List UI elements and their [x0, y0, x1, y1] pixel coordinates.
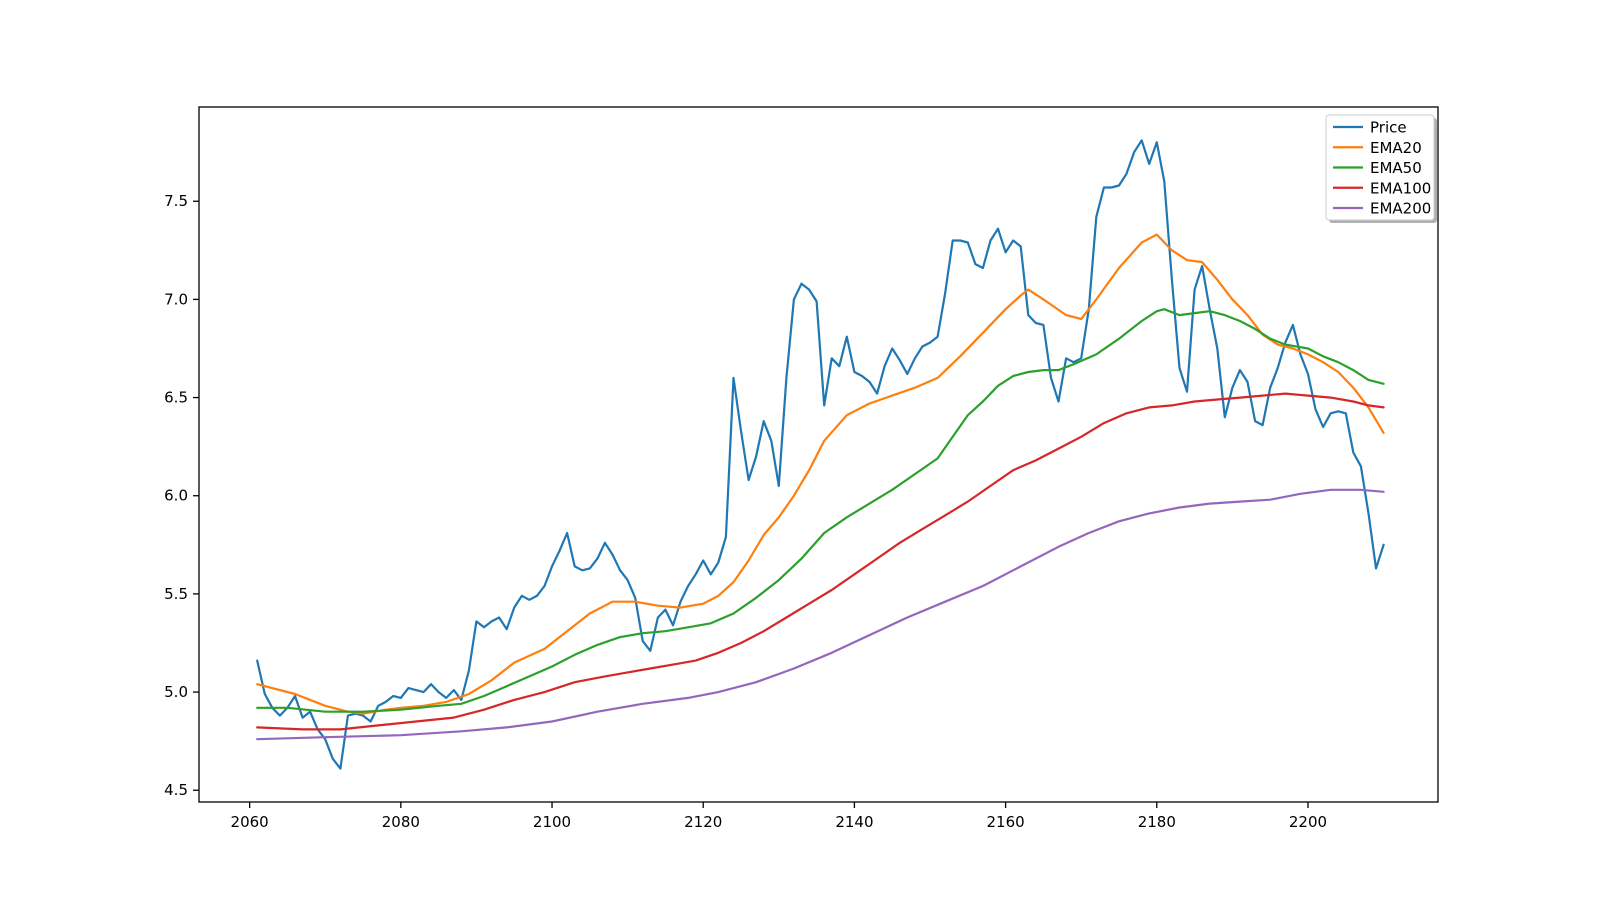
series-line-price	[256, 139, 1385, 770]
x-tick-label: 2100	[533, 813, 571, 831]
plot-border	[198, 106, 1439, 803]
x-tick-label: 2120	[684, 813, 722, 831]
series-line-ema20	[256, 233, 1385, 715]
legend: Price EMA20 EMA50 EMA100 EMA200	[1325, 114, 1437, 223]
x-tick-label: 2180	[1138, 813, 1176, 831]
series-group	[256, 139, 1385, 770]
y-tick-label: 6.5	[164, 389, 188, 407]
series-line-ema200	[256, 488, 1385, 741]
legend-entry-label: Price	[1370, 119, 1407, 137]
x-tick-label: 2080	[382, 813, 420, 831]
legend-entry-label: EMA100	[1370, 179, 1431, 197]
legend-entry-label: EMA20	[1370, 139, 1422, 157]
y-tick-label: 5.5	[164, 585, 188, 603]
x-tick-label: 2060	[231, 813, 269, 831]
series-line-ema100	[256, 392, 1385, 731]
x-tick-label: 2140	[835, 813, 873, 831]
x-tick-label: 2160	[987, 813, 1025, 831]
y-tick-label: 5.0	[164, 683, 188, 701]
y-tick-label: 7.0	[164, 290, 188, 308]
legend-entry-label: EMA50	[1370, 159, 1422, 177]
legend-box	[1325, 114, 1435, 221]
y-tick-label: 4.5	[164, 781, 188, 799]
series-line-ema50	[256, 308, 1385, 713]
x-tick-label: 2200	[1289, 813, 1327, 831]
y-tick-label: 7.5	[164, 192, 188, 210]
legend-entry-label: EMA200	[1370, 200, 1431, 218]
y-tick-label: 6.0	[164, 487, 188, 505]
